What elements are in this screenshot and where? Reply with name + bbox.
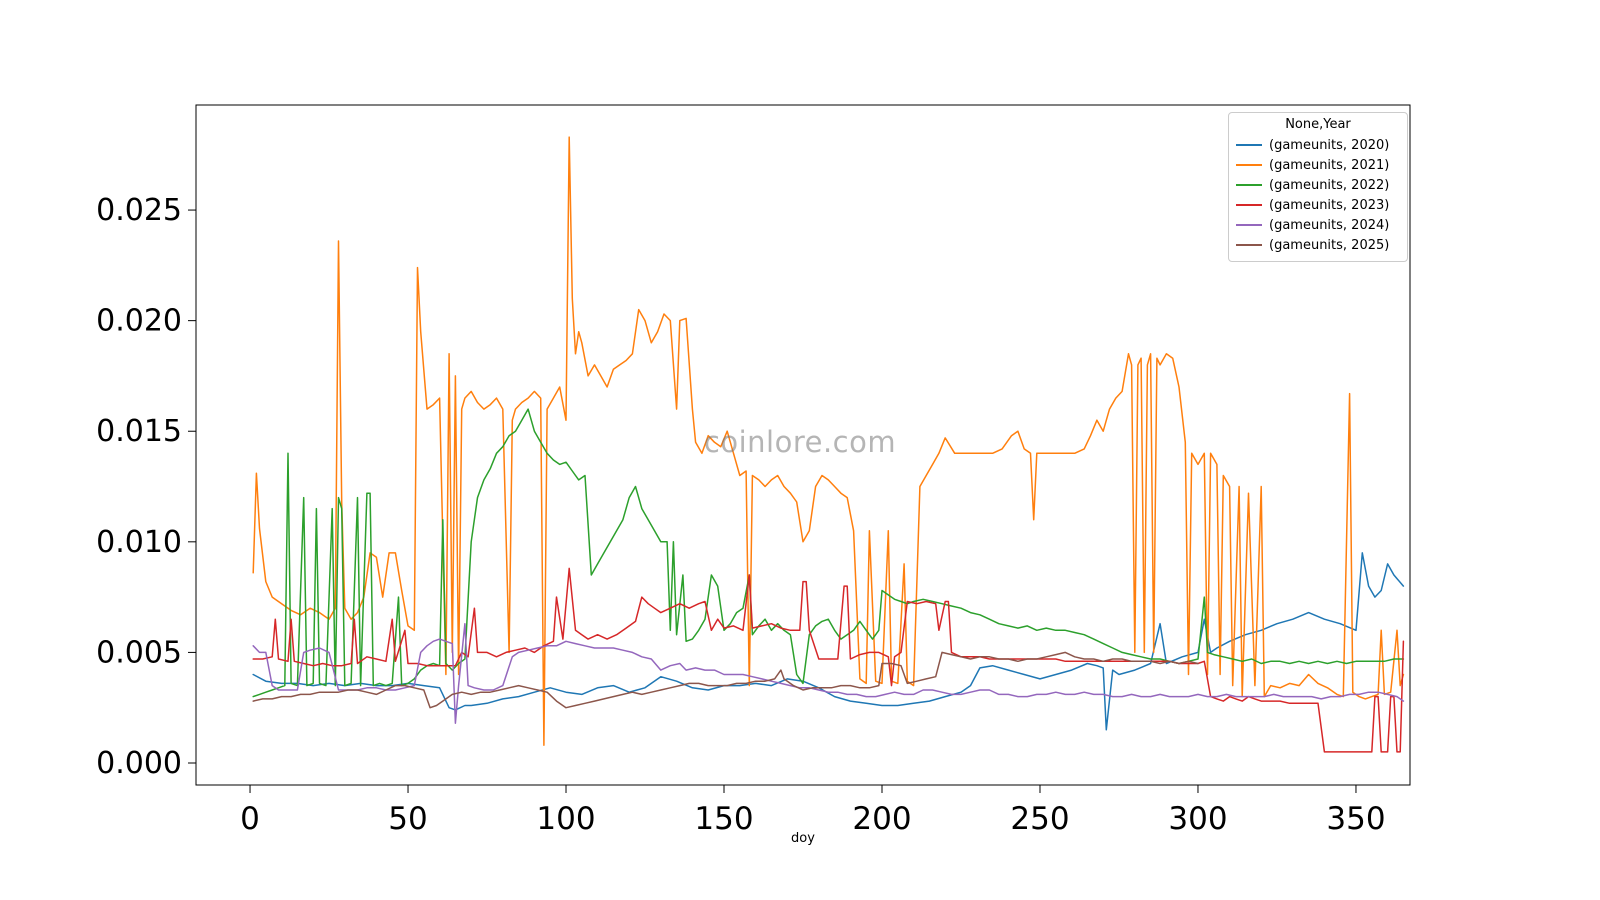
y-tick-label: 0.025: [96, 193, 182, 228]
x-tick-label: 300: [1168, 801, 1227, 837]
plot-border: [195, 104, 1411, 786]
legend-swatch: [1236, 164, 1262, 166]
y-tick-label: 0.020: [96, 304, 182, 339]
legend-swatch: [1236, 224, 1262, 226]
legend-swatch: [1236, 244, 1262, 246]
legend-swatch: [1236, 184, 1262, 186]
legend: None,Year (gameunits, 2020) (gameunits, 2…: [1228, 112, 1408, 262]
series-line-2023: [252, 567, 1405, 753]
legend-label: (gameunits, 2025): [1269, 237, 1390, 253]
x-tick-label: 250: [1010, 801, 1069, 837]
x-tick-label: 150: [694, 801, 753, 837]
legend-entry: (gameunits, 2025): [1236, 235, 1400, 255]
x-tick-label: 100: [536, 801, 595, 837]
series-line-2020: [252, 552, 1405, 731]
y-tick-label: 0.015: [96, 414, 182, 449]
legend-label: (gameunits, 2023): [1269, 197, 1390, 213]
legend-label: (gameunits, 2024): [1269, 217, 1390, 233]
series-line-2025: [252, 651, 1199, 709]
series-line-2024: [252, 622, 1405, 724]
y-tick-label: 0.005: [96, 635, 182, 670]
series-line-2022: [252, 408, 1405, 698]
x-tick-label: 200: [852, 801, 911, 837]
x-axis-label: doy: [791, 831, 815, 846]
legend-entries: (gameunits, 2020) (gameunits, 2021) (gameu…: [1236, 135, 1400, 255]
series-line-2021: [252, 136, 1405, 747]
legend-label: (gameunits, 2021): [1269, 157, 1390, 173]
x-tick-label: 350: [1326, 801, 1385, 837]
legend-swatch: [1236, 144, 1262, 146]
y-tick-label: 0.000: [96, 746, 182, 781]
legend-title: None,Year: [1285, 117, 1351, 132]
legend-swatch: [1236, 204, 1262, 206]
legend-label: (gameunits, 2020): [1269, 137, 1390, 153]
legend-entry: (gameunits, 2024): [1236, 215, 1400, 235]
x-tick-label: 50: [388, 801, 427, 837]
legend-entry: (gameunits, 2023): [1236, 195, 1400, 215]
legend-entry: (gameunits, 2020): [1236, 135, 1400, 155]
x-tick-label: 0: [240, 801, 260, 837]
legend-entry: (gameunits, 2021): [1236, 155, 1400, 175]
y-tick-label: 0.010: [96, 525, 182, 560]
legend-entry: (gameunits, 2022): [1236, 175, 1400, 195]
legend-label: (gameunits, 2022): [1269, 177, 1390, 193]
